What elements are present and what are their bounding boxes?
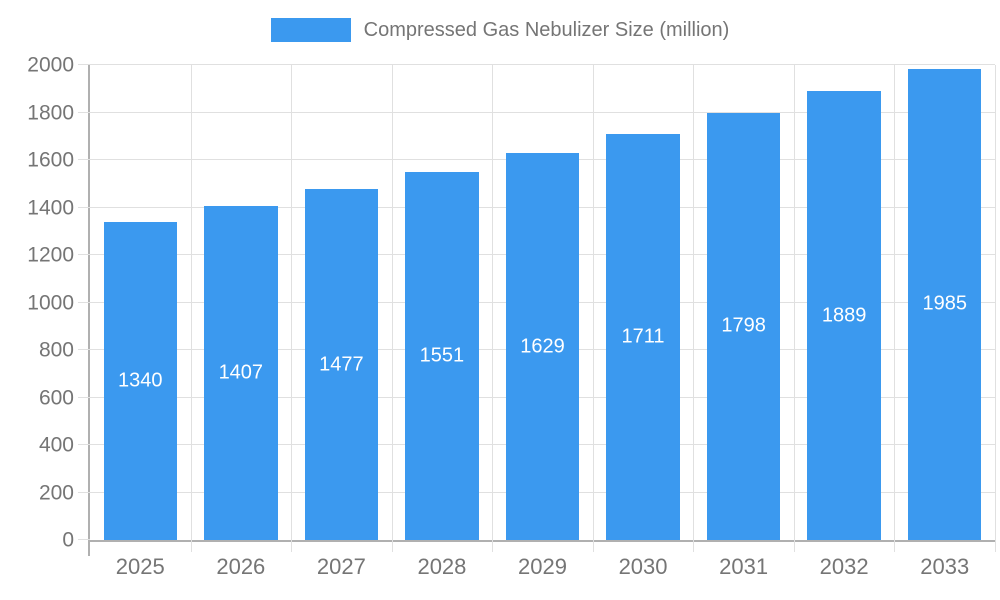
gridline-horizontal: [78, 111, 995, 113]
bar-value-label: 1340: [118, 369, 163, 392]
legend-label: Compressed Gas Nebulizer Size (million): [363, 18, 730, 41]
bar-value-label: 1798: [721, 314, 766, 337]
bar-value-label: 1477: [319, 353, 364, 376]
bar-value-label: 1985: [922, 292, 967, 315]
y-axis-tick-label: 200: [38, 481, 74, 504]
y-axis-tick-label: 0: [62, 528, 74, 552]
bar-2033[interactable]: 1985: [908, 68, 982, 540]
legend-swatch: [270, 18, 351, 42]
bar-2027[interactable]: 1477: [304, 189, 379, 540]
bar-2032[interactable]: 1889: [807, 91, 881, 540]
y-axis-tick-label: 2000: [27, 53, 74, 77]
bar-chart-plot-area: 0 200 400 600 800 1000 1200 1400 1600 1800 2000 134…: [27, 55, 996, 578]
y-axis-tick-label: 800: [38, 338, 74, 362]
y-axis-tick-label: 600: [38, 386, 74, 409]
x-axis-tick-label-2033: 2033: [920, 554, 970, 579]
bar-2025[interactable]: 1340: [103, 221, 177, 540]
x-axis-tick-label-2025: 2025: [115, 554, 165, 579]
gridline-vertical: [391, 65, 393, 552]
bar-value-label: 1551: [419, 344, 465, 367]
gridline-vertical: [492, 65, 494, 552]
bar-2029[interactable]: 1629: [505, 153, 580, 540]
x-axis-tick-label-2026: 2026: [216, 554, 266, 579]
x-axis-origin-tick: [88, 540, 90, 556]
gridline-vertical: [995, 65, 996, 552]
gridline-vertical: [291, 65, 293, 552]
y-axis-tick-label: 1800: [27, 101, 74, 124]
bar-2026[interactable]: 1407: [204, 205, 278, 540]
y-axis-tick-label: 1400: [27, 196, 74, 219]
bar-value-label: 1629: [520, 335, 565, 358]
y-axis-tick-label: 1200: [27, 243, 74, 267]
x-axis-tick-label-2031: 2031: [719, 554, 769, 579]
x-axis-tick-label-2032: 2032: [819, 554, 869, 579]
bar-value-label: 1889: [821, 304, 867, 327]
y-axis-tick: [78, 539, 90, 540]
gridline-vertical: [592, 65, 594, 552]
y-axis-tick-label: 1000: [27, 291, 74, 314]
gridline-vertical: [190, 65, 192, 552]
bar-value-label: 1407: [218, 361, 264, 384]
bar-value-label: 1711: [621, 325, 665, 348]
legend[interactable]: Compressed Gas Nebulizer Size (million): [0, 18, 1000, 42]
y-axis-tick-label: 400: [38, 433, 74, 457]
bar-2030[interactable]: 1711: [606, 133, 680, 540]
gridline-vertical: [894, 65, 896, 552]
y-axis-tick-label: 1600: [27, 148, 74, 172]
x-axis-tick-label-2028: 2028: [417, 554, 467, 579]
bar-2031[interactable]: 1798: [706, 112, 781, 540]
gridline-vertical: [793, 65, 795, 552]
gridline-horizontal: [78, 64, 995, 65]
x-axis-tick-label-2029: 2029: [518, 554, 567, 579]
bar-2028[interactable]: 1551: [405, 171, 479, 540]
x-axis-tick-label-2027: 2027: [316, 554, 366, 579]
gridline-vertical: [693, 65, 695, 552]
x-axis-tick-label-2030: 2030: [618, 554, 668, 579]
